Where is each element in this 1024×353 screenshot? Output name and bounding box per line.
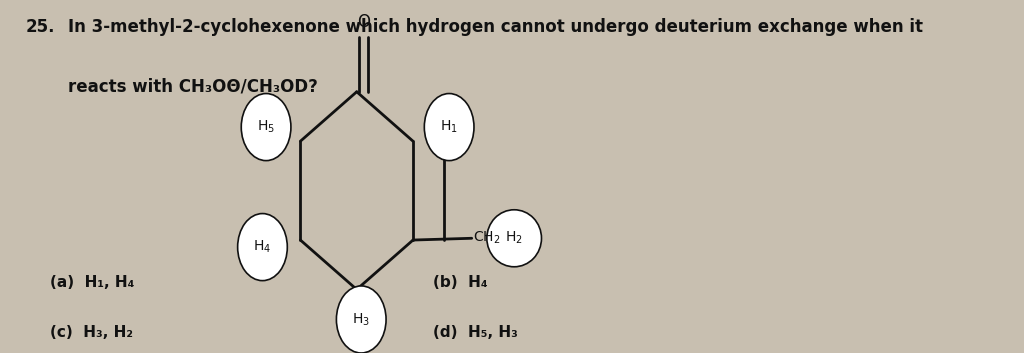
Text: In 3-methyl-2-cyclohexenone which hydrogen cannot undergo deuterium exchange whe: In 3-methyl-2-cyclohexenone which hydrog… — [68, 18, 923, 36]
Text: 25.: 25. — [26, 18, 55, 36]
Text: H$_5$: H$_5$ — [257, 119, 275, 135]
Text: CH$_2$: CH$_2$ — [473, 230, 500, 246]
Ellipse shape — [242, 94, 291, 161]
Ellipse shape — [337, 286, 386, 353]
Text: (a)  H₁, H₄: (a) H₁, H₄ — [50, 275, 134, 290]
Text: (c)  H₃, H₂: (c) H₃, H₂ — [50, 325, 133, 340]
Text: H$_1$: H$_1$ — [440, 119, 458, 135]
Ellipse shape — [486, 210, 542, 267]
Ellipse shape — [238, 214, 288, 281]
Text: reacts with CH₃OΘ/CH₃OD?: reacts with CH₃OΘ/CH₃OD? — [68, 78, 317, 96]
Text: H$_2$: H$_2$ — [505, 230, 523, 246]
Text: H$_3$: H$_3$ — [352, 311, 371, 328]
Ellipse shape — [424, 94, 474, 161]
Text: (d)  H₅, H₃: (d) H₅, H₃ — [433, 325, 518, 340]
Text: H$_4$: H$_4$ — [253, 239, 271, 255]
Text: O: O — [357, 13, 371, 31]
Text: (b)  H₄: (b) H₄ — [433, 275, 488, 290]
